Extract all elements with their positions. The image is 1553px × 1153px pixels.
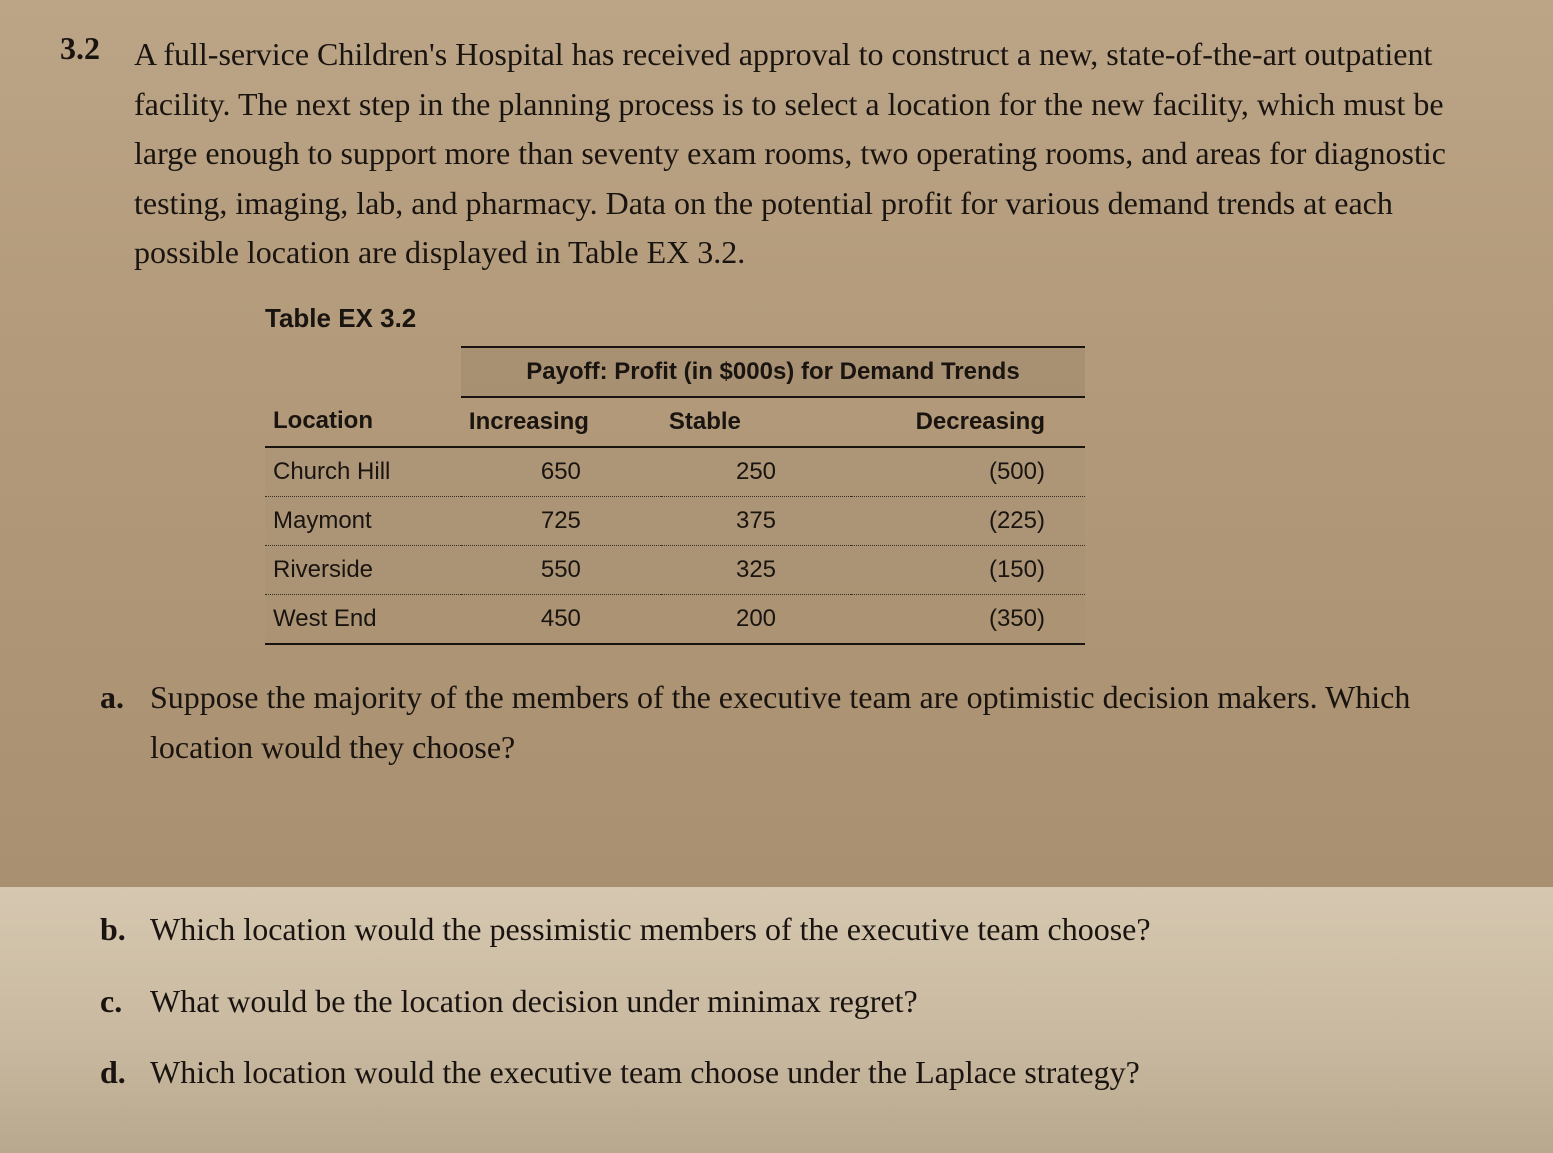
- question-d: d. Which location would the executive te…: [60, 1048, 1493, 1098]
- question-letter: d.: [100, 1048, 150, 1098]
- question-c: c. What would be the location decision u…: [60, 977, 1493, 1027]
- cell-location: Maymont: [265, 496, 461, 545]
- table-row: Maymont 725 375 (225): [265, 496, 1085, 545]
- table-group-header-row: Payoff: Profit (in $000s) for Demand Tre…: [265, 347, 1085, 397]
- question-letter: a.: [100, 673, 150, 772]
- payoff-table: Payoff: Profit (in $000s) for Demand Tre…: [265, 346, 1085, 645]
- col-location: Location: [265, 397, 461, 447]
- bottom-photo-region: b. Which location would the pessimistic …: [0, 887, 1553, 1153]
- problem-heading: 3.2 A full-service Children's Hospital h…: [60, 30, 1493, 278]
- table-group-header: Payoff: Profit (in $000s) for Demand Tre…: [461, 347, 1085, 397]
- question-text: Which location would the executive team …: [150, 1048, 1493, 1098]
- cell-stable: 375: [661, 496, 851, 545]
- cell-location: Riverside: [265, 545, 461, 594]
- question-b: b. Which location would the pessimistic …: [60, 905, 1493, 955]
- problem-text: A full-service Children's Hospital has r…: [134, 30, 1474, 278]
- col-stable: Stable: [661, 397, 851, 447]
- cell-increasing: 725: [461, 496, 661, 545]
- cell-location: West End: [265, 594, 461, 644]
- cell-increasing: 550: [461, 545, 661, 594]
- cell-stable: 200: [661, 594, 851, 644]
- question-text: Which location would the pessimistic mem…: [150, 905, 1493, 955]
- table-row: Church Hill 650 250 (500): [265, 447, 1085, 497]
- col-increasing: Increasing: [461, 397, 661, 447]
- col-decreasing: Decreasing: [851, 397, 1085, 447]
- table-caption: Table EX 3.2: [265, 303, 1085, 334]
- question-text: Suppose the majority of the members of t…: [150, 673, 1493, 772]
- page-root: 3.2 A full-service Children's Hospital h…: [0, 0, 1553, 1153]
- question-text: What would be the location decision unde…: [150, 977, 1493, 1027]
- question-letter: b.: [100, 905, 150, 955]
- question-a: a. Suppose the majority of the members o…: [60, 673, 1493, 772]
- top-photo-region: 3.2 A full-service Children's Hospital h…: [0, 0, 1553, 887]
- problem-number: 3.2: [60, 30, 130, 67]
- cell-stable: 325: [661, 545, 851, 594]
- table-row: Riverside 550 325 (150): [265, 545, 1085, 594]
- cell-decreasing: (150): [851, 545, 1085, 594]
- cell-decreasing: (225): [851, 496, 1085, 545]
- table-column-header-row: Location Increasing Stable Decreasing: [265, 397, 1085, 447]
- cell-location: Church Hill: [265, 447, 461, 497]
- payoff-table-wrap: Table EX 3.2 Payoff: Profit (in $000s) f…: [265, 303, 1085, 645]
- question-letter: c.: [100, 977, 150, 1027]
- cell-increasing: 650: [461, 447, 661, 497]
- question-list-top: a. Suppose the majority of the members o…: [60, 673, 1493, 772]
- cell-decreasing: (350): [851, 594, 1085, 644]
- cell-increasing: 450: [461, 594, 661, 644]
- table-row: West End 450 200 (350): [265, 594, 1085, 644]
- cell-stable: 250: [661, 447, 851, 497]
- cell-decreasing: (500): [851, 447, 1085, 497]
